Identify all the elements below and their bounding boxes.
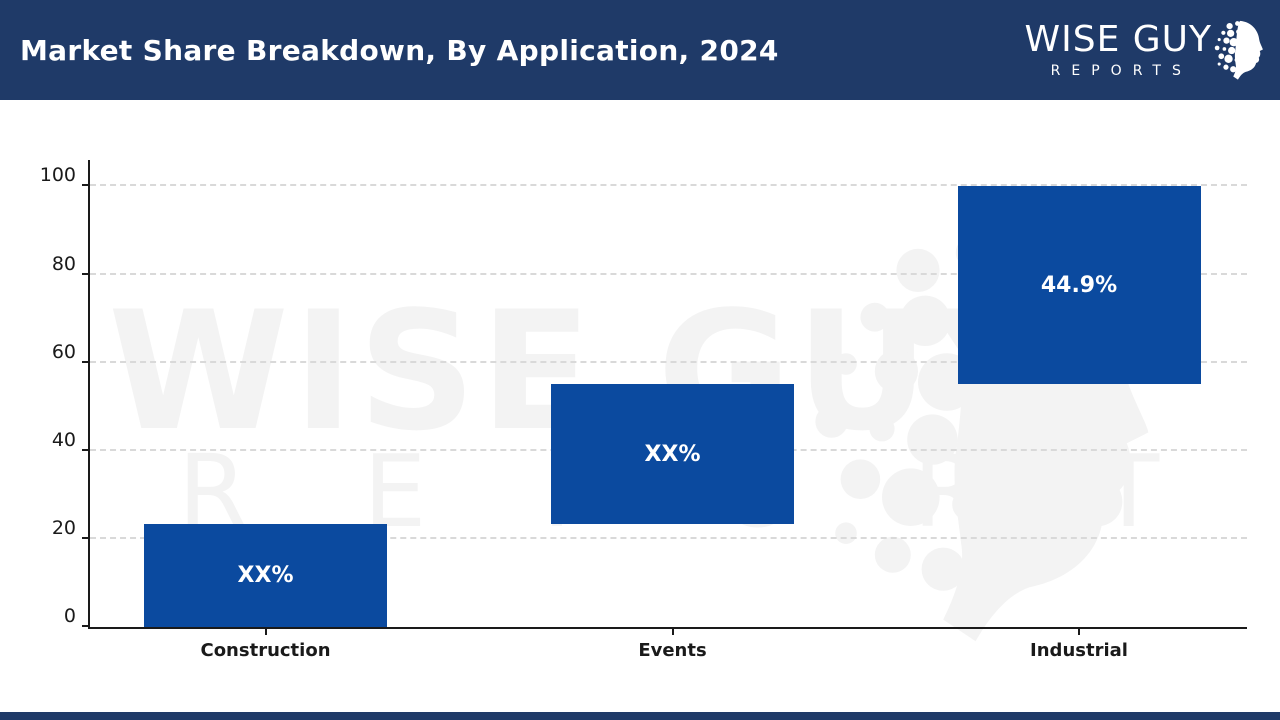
y-tick-label-40: 40: [51, 428, 76, 451]
x-tick-mark-industrial: [1078, 627, 1080, 635]
x-tick-label-events: Events: [638, 640, 707, 661]
y-tick-mark-60: [82, 360, 90, 363]
brand-subname: REPORTS: [1050, 63, 1192, 79]
y-tick-label-20: 20: [51, 516, 76, 539]
gridline-20: [90, 536, 1247, 539]
brand-name: WISE GUY: [1024, 19, 1212, 60]
plot-area: 0 20 40 60 80 100 XX% XX% 44.9% Construction Event…: [40, 160, 1247, 661]
y-tick-label-100: 100: [39, 164, 76, 187]
x-tick-mark-construction: [264, 627, 267, 635]
gridline-100: [90, 184, 1247, 187]
bar-value-label: 44.9%: [1040, 272, 1118, 298]
brand-logo: WISE GUY REPORTS: [1025, 10, 1267, 90]
y-tick-mark-20: [82, 536, 90, 539]
y-tick-mark-0: [82, 625, 90, 627]
brand-logo-text: WISE GUY REPORTS: [1024, 19, 1213, 79]
bar-construction: XX%: [144, 523, 387, 627]
y-tick-mark-100: [82, 184, 90, 187]
chart-area: WISE GUY R E P O R T S 020406080100XX%XX…: [0, 100, 1280, 712]
y-tick-label-0: 0: [63, 605, 76, 627]
page-title: Market Share Breakdown, By Application, …: [20, 33, 779, 67]
footer-bar: [0, 712, 1280, 720]
header: Market Share Breakdown, By Application, …: [0, 0, 1280, 100]
x-tick-label-industrial: Industrial: [1030, 640, 1128, 661]
y-tick-mark-80: [82, 272, 90, 275]
bar-industrial: 44.9%: [957, 186, 1201, 385]
bar-value-label: XX%: [237, 562, 294, 588]
brand-face-icon: [1214, 20, 1263, 80]
bar-events: XX%: [551, 384, 794, 524]
gridline-60: [90, 360, 1247, 363]
y-tick-label-80: 80: [51, 252, 76, 275]
y-tick-mark-40: [82, 448, 90, 451]
x-tick-label-construction: Construction: [200, 640, 331, 661]
gridline-80: [90, 272, 1247, 275]
bar-value-label: XX%: [644, 441, 701, 467]
x-tick-mark-events: [671, 627, 674, 635]
y-tick-label-60: 60: [51, 340, 76, 363]
